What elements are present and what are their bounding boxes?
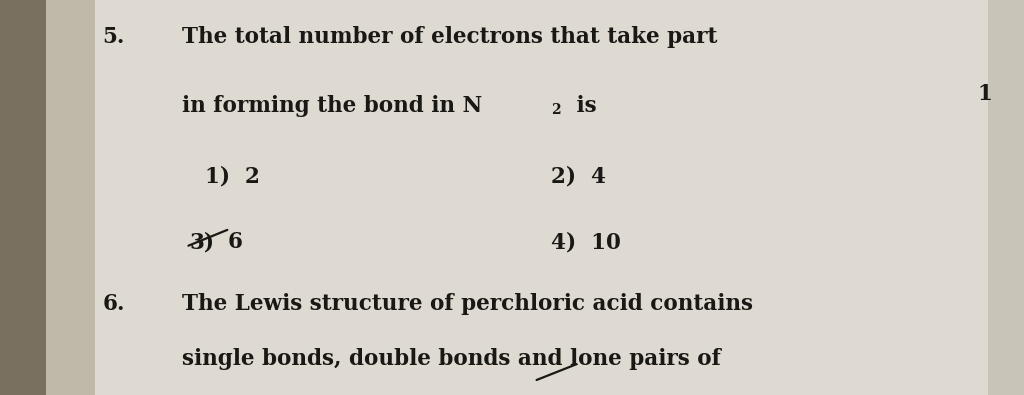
Text: 2)  4: 2) 4 [551, 166, 606, 188]
Text: 6: 6 [227, 231, 243, 253]
Bar [46, 0, 95, 395]
Text: 4)  10: 4) 10 [551, 231, 621, 253]
Text: is: is [569, 95, 597, 117]
Bar [0, 0, 46, 395]
Text: 1)  2: 1) 2 [205, 166, 260, 188]
Text: 5.: 5. [102, 26, 125, 48]
Text: 6.: 6. [102, 293, 125, 315]
Text: 1: 1 [978, 83, 992, 105]
Bar [988, 0, 1024, 395]
Text: 3): 3) [189, 231, 214, 253]
Text: single bonds, double bonds and lone pairs of: single bonds, double bonds and lone pair… [182, 348, 721, 371]
Text: in forming the bond in N: in forming the bond in N [182, 95, 482, 117]
Text: The Lewis structure of perchloric acid contains: The Lewis structure of perchloric acid c… [182, 293, 754, 315]
Text: 2: 2 [551, 103, 561, 117]
Text: The total number of electrons that take part: The total number of electrons that take … [182, 26, 718, 48]
Bar [95, 0, 988, 395]
